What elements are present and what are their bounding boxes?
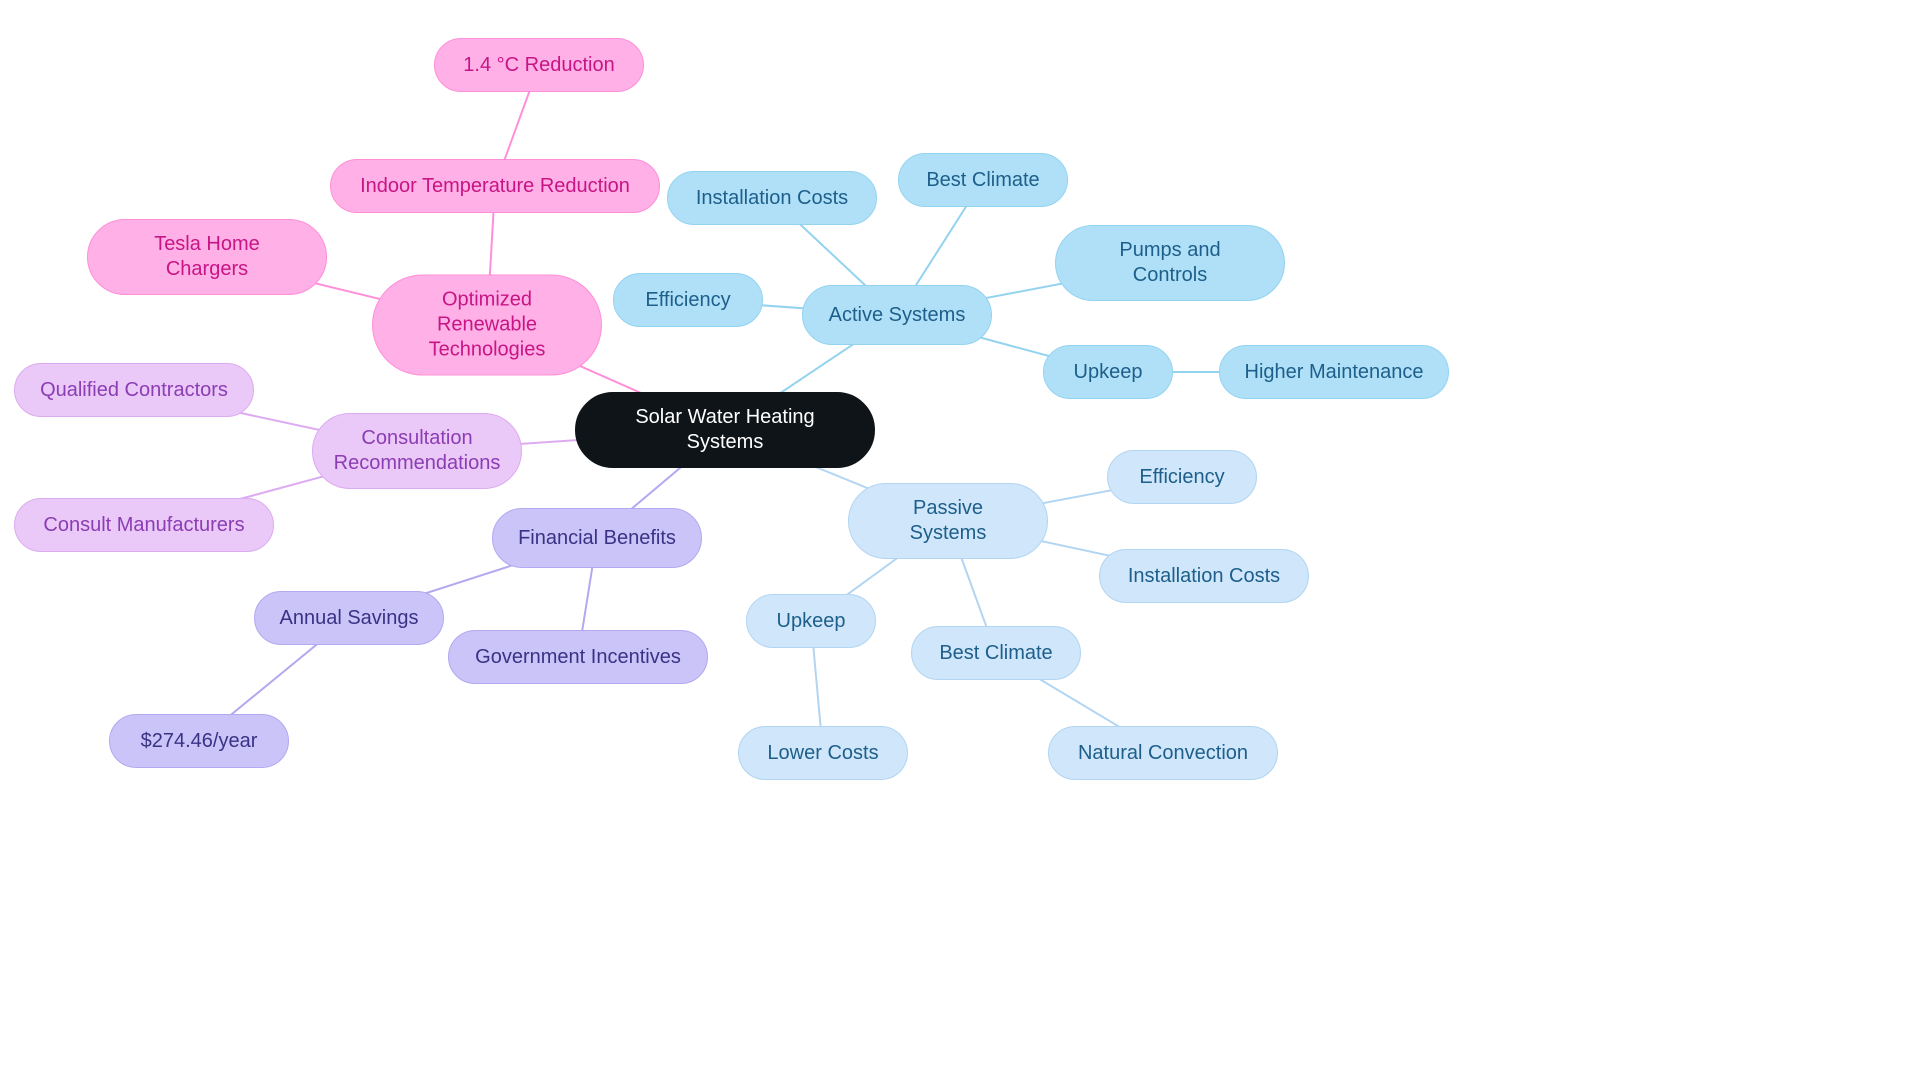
node-passive_lower: Lower Costs (738, 726, 908, 780)
node-opt_deg: 1.4 °C Reduction (434, 38, 644, 92)
node-active_install: Installation Costs (667, 171, 877, 225)
node-fin_amount: $274.46/year (109, 714, 289, 768)
node-active_maint: Higher Maintenance (1219, 345, 1449, 399)
node-fin_annual: Annual Savings (254, 591, 444, 645)
node-fin: Financial Benefits (492, 508, 702, 568)
node-passive: Passive Systems (848, 483, 1048, 559)
node-root: Solar Water Heating Systems (575, 392, 875, 468)
node-passive_eff: Efficiency (1107, 450, 1257, 504)
node-opt_indoor: Indoor Temperature Reduction (330, 159, 660, 213)
node-passive_install: Installation Costs (1099, 549, 1309, 603)
node-consult: Consultation Recommendations (312, 413, 522, 489)
node-fin_gov: Government Incentives (448, 630, 708, 684)
node-consult_manu: Consult Manufacturers (14, 498, 274, 552)
node-active_climate: Best Climate (898, 153, 1068, 207)
mindmap-canvas: Solar Water Heating Systems Active System… (0, 0, 1920, 1083)
node-active_upkeep: Upkeep (1043, 345, 1173, 399)
node-active_pumps: Pumps and Controls (1055, 225, 1285, 301)
node-passive_upkeep: Upkeep (746, 594, 876, 648)
node-consult_qual: Qualified Contractors (14, 363, 254, 417)
node-opt_tesla: Tesla Home Chargers (87, 219, 327, 295)
node-active_eff: Efficiency (613, 273, 763, 327)
node-passive_conv: Natural Convection (1048, 726, 1278, 780)
node-passive_climate: Best Climate (911, 626, 1081, 680)
node-opt: Optimized Renewable Technologies (372, 275, 602, 376)
node-active: Active Systems (802, 285, 992, 345)
